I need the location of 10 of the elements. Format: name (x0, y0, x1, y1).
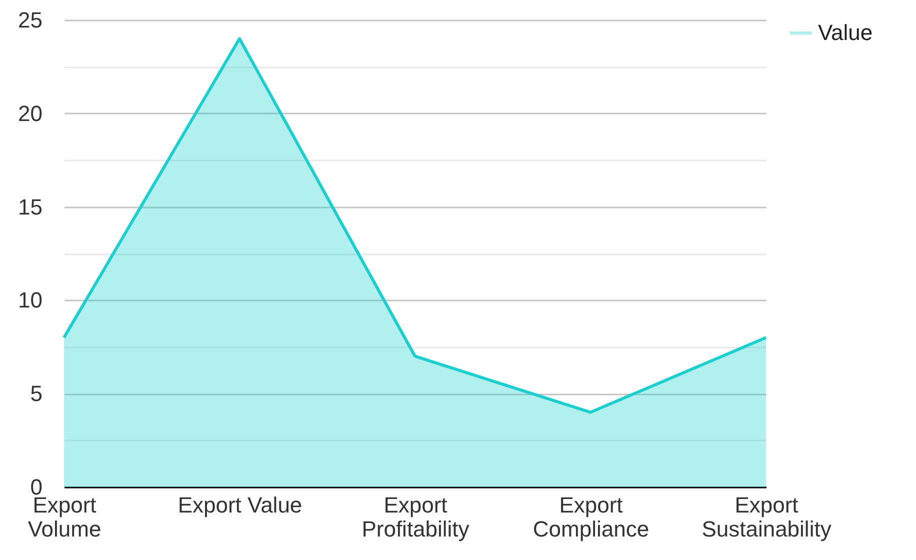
x-tick-label: Export Compliance (532, 492, 650, 542)
y-tick-label: 5 (30, 381, 42, 406)
x-tick-label: Export Profitability (362, 492, 470, 542)
y-tick-label: 25 (18, 8, 42, 32)
legend-label: Value (818, 20, 873, 45)
y-tick-label: 10 (18, 288, 42, 313)
x-tick-label: Export Value (178, 492, 302, 518)
x-tick-label: Export Sustainability (702, 492, 832, 542)
y-tick-label: 20 (18, 100, 42, 126)
y-tick-label: 15 (18, 194, 42, 220)
